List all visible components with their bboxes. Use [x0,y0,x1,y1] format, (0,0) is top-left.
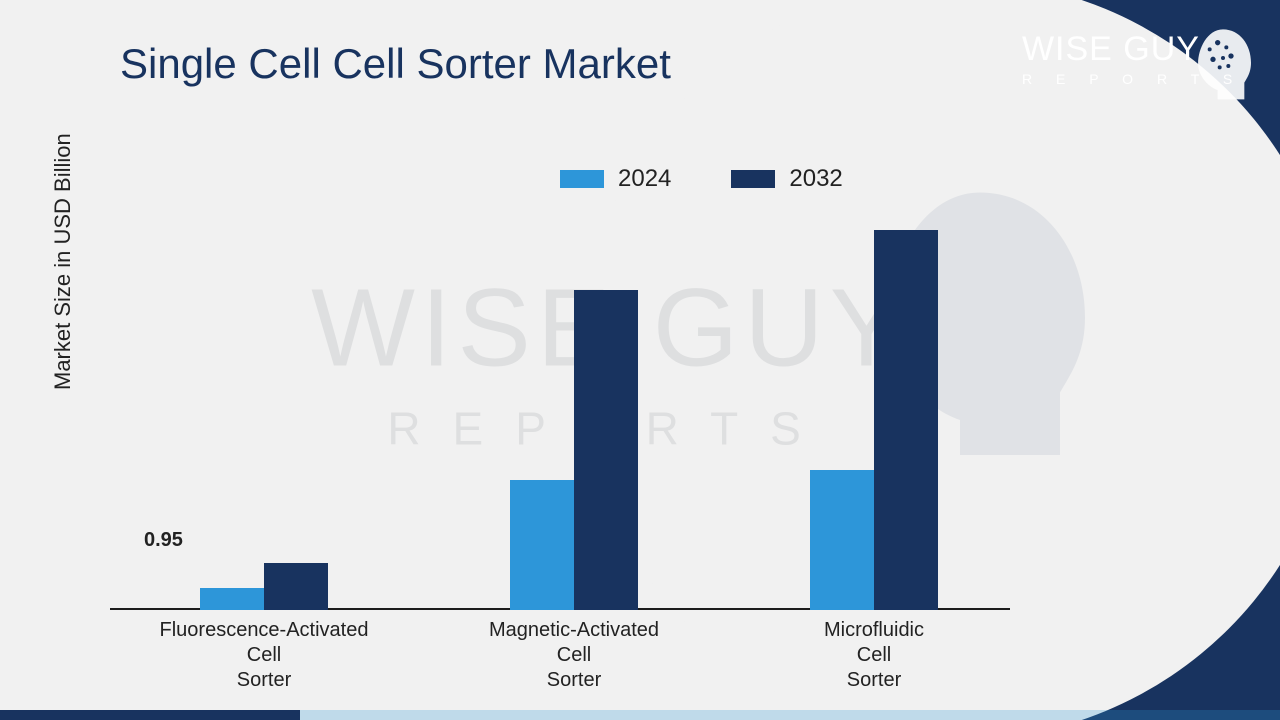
bar [574,290,638,610]
legend-swatch-2024 [560,170,604,188]
value-label: 0.95 [144,529,183,552]
brand-logo: WISE GUY R E P O R T S [1022,30,1250,87]
legend-swatch-2032 [731,170,775,188]
x-axis-label: MicrofluidicCellSorter [744,610,1004,693]
bar [264,563,328,611]
footer-bar-light [300,710,1280,720]
legend-item-2032: 2032 [731,165,842,193]
bar-group: Magnetic-ActivatedCellSorter [510,290,638,610]
chart-title: Single Cell Cell Sorter Market [120,40,671,88]
x-axis-label: Fluorescence-ActivatedCellSorter [134,610,394,693]
y-axis-label: Market Size in USD Billion [50,133,76,390]
bar-group: MicrofluidicCellSorter [810,230,938,610]
bar-chart: Fluorescence-ActivatedCellSorter Magnetic… [110,210,1010,610]
bar [510,480,574,610]
x-axis-label: Magnetic-ActivatedCellSorter [444,610,704,693]
legend: 2024 2032 [560,165,843,193]
legend-label-2032: 2032 [789,165,842,193]
brand-main: WISE GUY [1022,30,1200,68]
legend-label-2024: 2024 [618,165,671,193]
page: WISE GUY REPORTS WISE GUY R E P O R T S … [0,0,1280,720]
bar [200,588,264,611]
bar-group: Fluorescence-ActivatedCellSorter [200,563,328,611]
bar [810,470,874,610]
legend-item-2024: 2024 [560,165,671,193]
footer-bar-dark [0,710,300,720]
bar [874,230,938,610]
brand-head-icon [1188,26,1258,106]
